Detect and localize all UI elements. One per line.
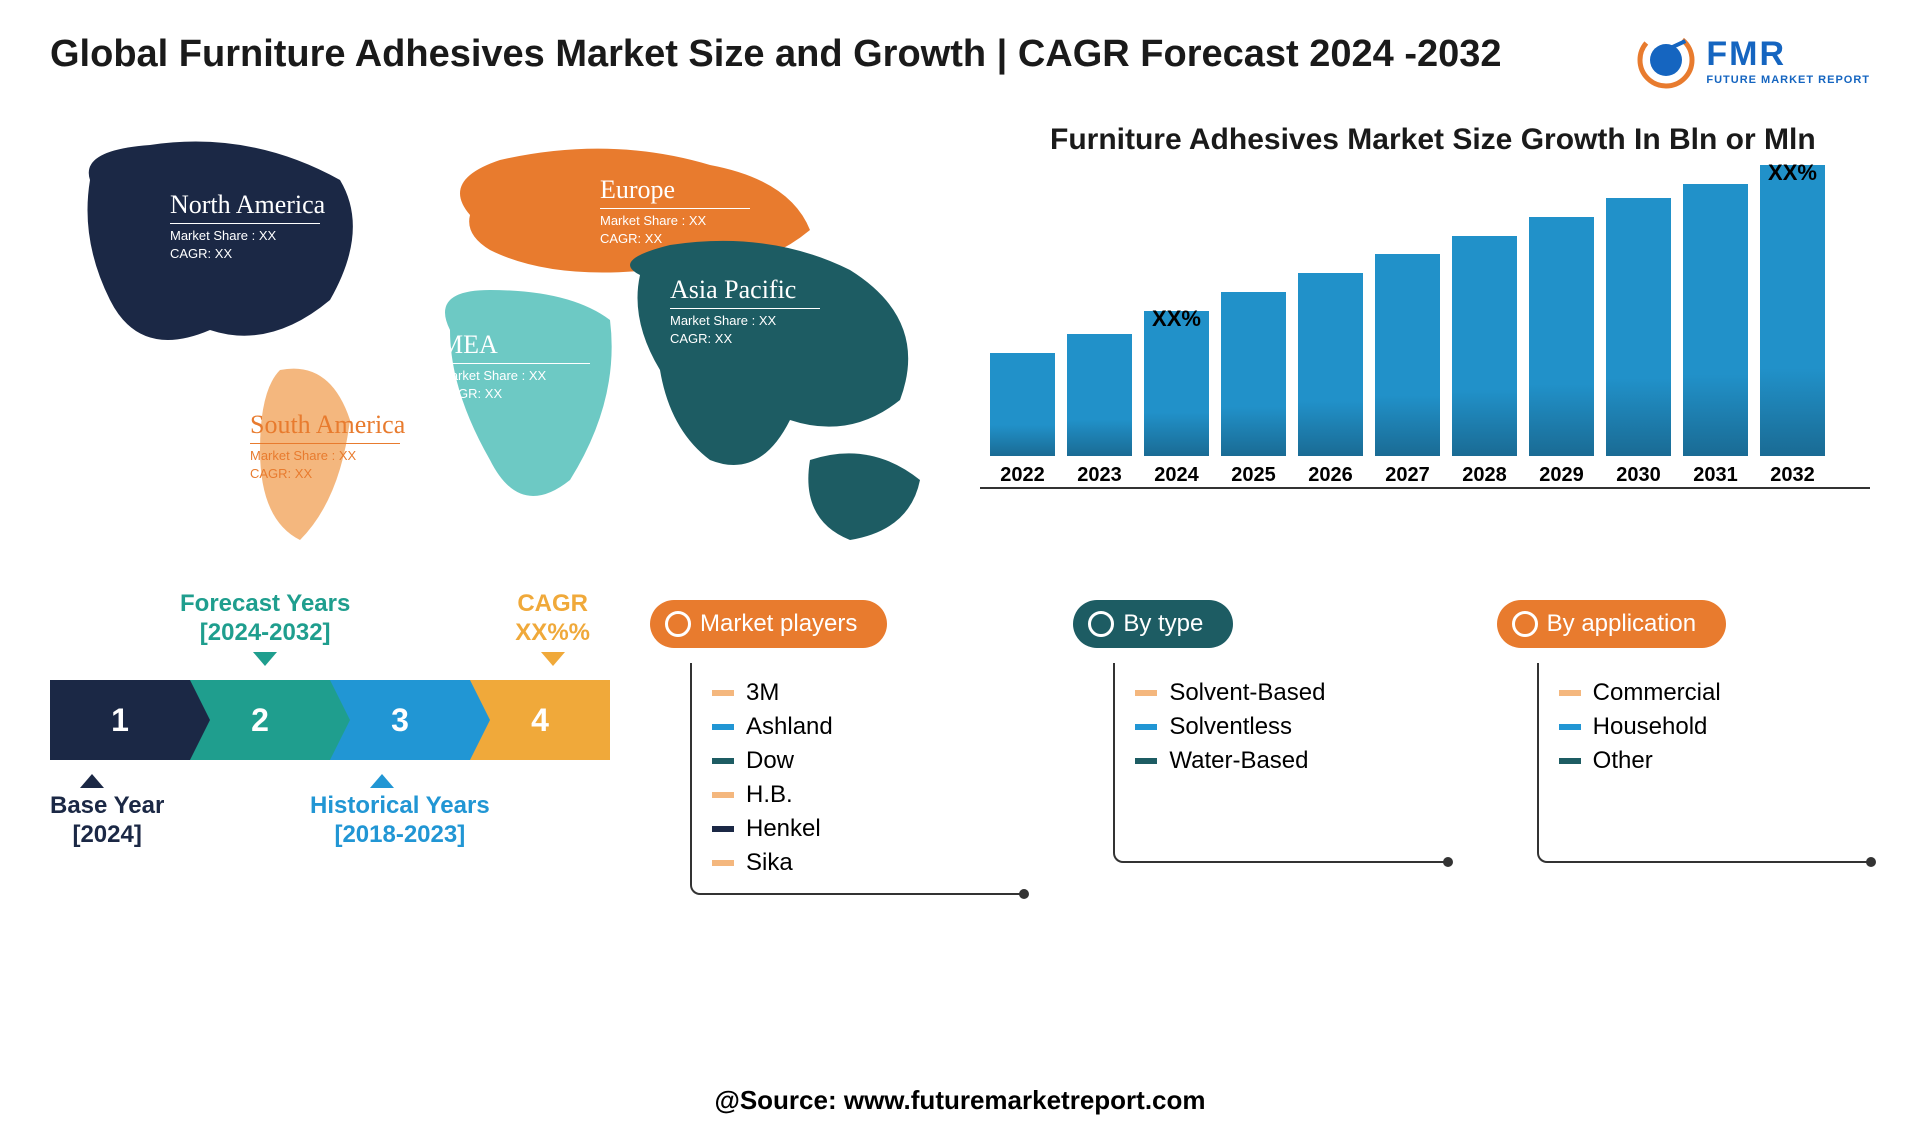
category-list: Solvent-Based Solventless Water-Based xyxy=(1113,663,1446,863)
category-pill: By application xyxy=(1497,600,1726,648)
logo-main: FMR xyxy=(1706,35,1870,74)
region-south-america: South America Market Share : XXCAGR: XX xyxy=(250,410,405,483)
historical-label: Historical Years [2018-2023] xyxy=(310,792,490,850)
category-item: Other xyxy=(1559,747,1860,775)
logo-icon xyxy=(1636,30,1696,90)
bar-2022: 2022 xyxy=(990,353,1055,487)
timeline-box-2: 2 xyxy=(190,680,330,760)
source-text: @Source: www.futuremarketreport.com xyxy=(0,1085,1920,1116)
timeline-box-4: 4 xyxy=(470,680,610,760)
bar-2023: 2023 xyxy=(1067,334,1132,487)
forecast-label: Forecast Years [2024-2032] xyxy=(180,590,350,648)
category-item: H.B. xyxy=(712,781,1013,809)
chart-bars: 2022 2023XX% 2024 2025 2026 2027 2028 20… xyxy=(980,179,1870,489)
category-by-application: By application Commercial Household Other xyxy=(1497,600,1870,895)
category-list: Commercial Household Other xyxy=(1537,663,1870,863)
bar-2029: 2029 xyxy=(1529,217,1594,487)
category-item: Solvent-Based xyxy=(1135,679,1436,707)
category-item: Henkel xyxy=(712,815,1013,843)
category-item: Household xyxy=(1559,713,1860,741)
top-row: North America Market Share : XXCAGR: XX S… xyxy=(50,120,1870,550)
category-item: 3M xyxy=(712,679,1013,707)
bar-2025: 2025 xyxy=(1221,292,1286,487)
timeline-boxes: 1234 xyxy=(50,680,610,760)
category-item: Water-Based xyxy=(1135,747,1436,775)
category-item: Dow xyxy=(712,747,1013,775)
category-item: Commercial xyxy=(1559,679,1860,707)
bar-2028: 2028 xyxy=(1452,236,1517,487)
category-pill: Market players xyxy=(650,600,887,648)
logo-sub: FUTURE MARKET REPORT xyxy=(1706,74,1870,86)
bar-2024: XX% 2024 xyxy=(1144,311,1209,487)
category-item: Sika xyxy=(712,849,1013,877)
region-north-america: North America Market Share : XXCAGR: XX xyxy=(170,190,325,263)
region-asia-pacific: Asia Pacific Market Share : XXCAGR: XX xyxy=(670,275,820,348)
chart-title: Furniture Adhesives Market Size Growth I… xyxy=(1050,120,1870,159)
timeline-box-1: 1 xyxy=(50,680,190,760)
bar-2032: XX% 2032 xyxy=(1760,165,1825,487)
base-label: Base Year [2024] xyxy=(50,792,164,850)
bar-2030: 2030 xyxy=(1606,198,1671,487)
world-map: North America Market Share : XXCAGR: XX S… xyxy=(50,120,950,550)
cagr-label: CAGR XX%% xyxy=(515,590,590,648)
category-columns: Market players 3M Ashland Dow H.B. Henkel Sik… xyxy=(650,600,1870,895)
timeline-box-3: 3 xyxy=(330,680,470,760)
bottom-row: Forecast Years [2024-2032] CAGR XX%% 123… xyxy=(50,600,1870,895)
category-by-type: By type Solvent-Based Solventless Water-Ba… xyxy=(1073,600,1446,895)
category-pill: By type xyxy=(1073,600,1233,648)
category-list: 3M Ashland Dow H.B. Henkel Sika xyxy=(690,663,1023,895)
region-mea: MEA Market Share : XXCAGR: XX xyxy=(440,330,590,403)
timeline: Forecast Years [2024-2032] CAGR XX%% 123… xyxy=(50,600,610,760)
page-title: Global Furniture Adhesives Market Size a… xyxy=(50,30,1502,79)
fmr-logo: FMR FUTURE MARKET REPORT xyxy=(1636,30,1870,90)
category-item: Solventless xyxy=(1135,713,1436,741)
bar-2031: 2031 xyxy=(1683,184,1748,487)
bar-2026: 2026 xyxy=(1298,273,1363,487)
region-europe: Europe Market Share : XXCAGR: XX xyxy=(600,175,750,248)
category-item: Ashland xyxy=(712,713,1013,741)
bar-2027: 2027 xyxy=(1375,254,1440,487)
category-market-players: Market players 3M Ashland Dow H.B. Henkel Sik… xyxy=(650,600,1023,895)
bar-chart: Furniture Adhesives Market Size Growth I… xyxy=(980,120,1870,550)
logo-text: FMR FUTURE MARKET REPORT xyxy=(1706,35,1870,86)
header: Global Furniture Adhesives Market Size a… xyxy=(50,30,1870,90)
